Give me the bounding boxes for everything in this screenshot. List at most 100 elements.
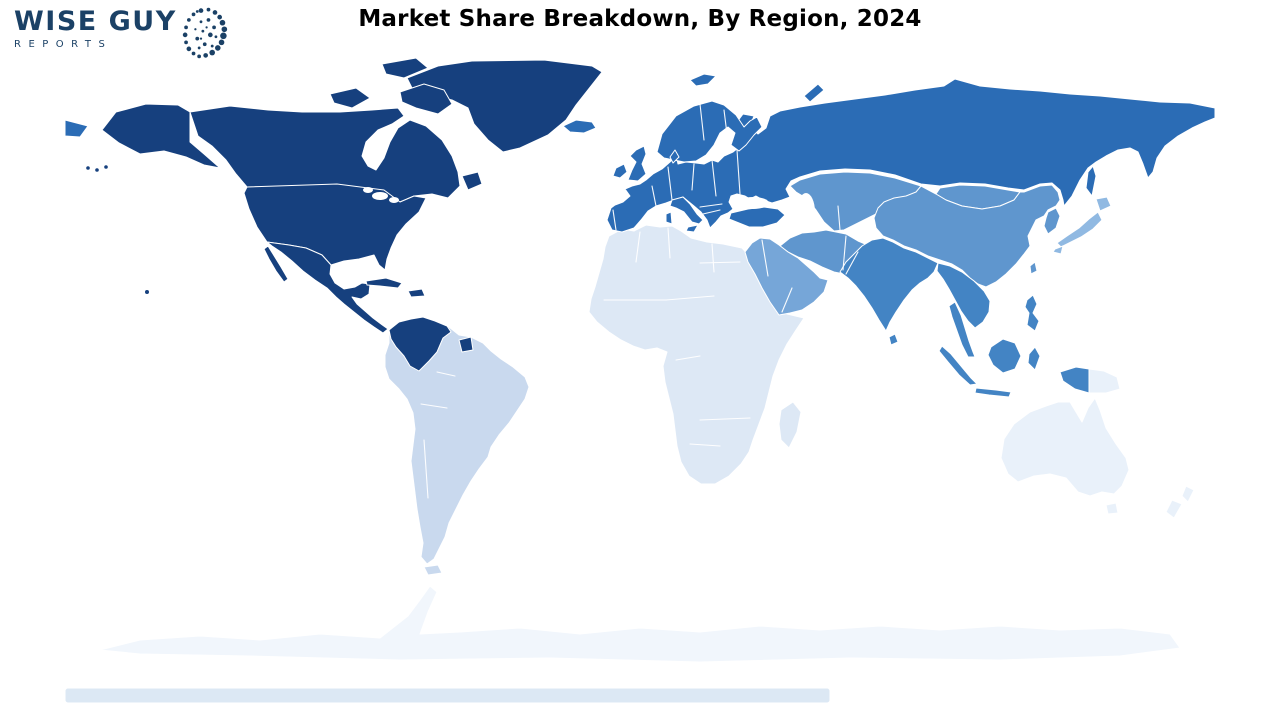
state-hawaii[interactable] xyxy=(145,290,149,294)
country-border-line xyxy=(675,355,701,361)
country-borders xyxy=(420,103,859,499)
country-mexico-central-america[interactable] xyxy=(266,241,389,334)
country-border-line xyxy=(651,185,657,207)
island-baffin[interactable] xyxy=(399,83,453,115)
country-border-line xyxy=(635,231,641,263)
country-china[interactable] xyxy=(873,184,1061,288)
country-madagascar[interactable] xyxy=(778,401,802,449)
country-border-line xyxy=(711,159,717,197)
caspian-sea xyxy=(797,193,815,231)
island-sakhalin[interactable] xyxy=(1085,165,1097,197)
great-lake xyxy=(389,197,399,203)
country-iceland[interactable] xyxy=(562,119,597,134)
country-turkey[interactable] xyxy=(728,206,786,228)
country-border-line xyxy=(665,295,715,301)
country-south-korea[interactable] xyxy=(1043,207,1061,235)
country-colombia-venezuela[interactable] xyxy=(388,316,452,372)
country-new-zealand-north[interactable] xyxy=(1181,485,1195,503)
island-java[interactable] xyxy=(974,387,1012,398)
head-dots xyxy=(182,7,227,59)
state-alaska[interactable] xyxy=(101,103,221,169)
country-border-line xyxy=(612,209,617,231)
region-east-asia[interactable] xyxy=(779,171,1061,288)
island-sicily[interactable] xyxy=(685,224,699,233)
country-border-line xyxy=(667,227,671,259)
region-scandinavia[interactable] xyxy=(656,100,763,163)
country-tasmania[interactable] xyxy=(1105,502,1119,515)
country-border-line xyxy=(702,209,721,215)
country-border-line xyxy=(699,103,705,141)
country-antarctica[interactable] xyxy=(99,585,1181,663)
region-middle-east[interactable] xyxy=(744,237,829,316)
island-kyushu[interactable] xyxy=(1052,245,1064,255)
aleutian-island[interactable] xyxy=(95,168,99,172)
region-europe-russia[interactable] xyxy=(64,73,1216,233)
region-arabian-peninsula[interactable] xyxy=(744,237,829,316)
island-novaya-zemlya[interactable] xyxy=(803,83,825,103)
island-new-guinea-west[interactable] xyxy=(1059,366,1090,394)
country-philippines[interactable] xyxy=(1024,294,1040,332)
island-honshu[interactable] xyxy=(1056,211,1103,248)
island-sulawesi[interactable] xyxy=(1027,346,1041,371)
island-newfoundland[interactable] xyxy=(461,171,483,191)
great-lake xyxy=(363,187,373,193)
aleutian-island[interactable] xyxy=(104,165,108,169)
region-japan[interactable] xyxy=(1052,196,1112,255)
region-south-america[interactable] xyxy=(384,316,530,576)
country-border-line xyxy=(699,261,741,264)
continent-africa[interactable] xyxy=(588,224,805,485)
island-borneo[interactable] xyxy=(987,338,1022,374)
country-tierra-del-fuego[interactable] xyxy=(423,564,443,576)
continent-europe-russia[interactable] xyxy=(606,78,1216,233)
country-border-line xyxy=(736,149,741,195)
country-border-line xyxy=(781,287,793,313)
island-victoria[interactable] xyxy=(329,87,371,109)
country-italy[interactable] xyxy=(669,196,704,225)
country-border-line xyxy=(842,235,847,271)
aleutian-island[interactable] xyxy=(86,166,90,170)
island-ellesmere[interactable] xyxy=(381,57,429,79)
island-svalbard[interactable] xyxy=(689,73,717,87)
region-oceania[interactable] xyxy=(1000,368,1195,519)
region-chukotka-west-edge[interactable] xyxy=(64,119,89,138)
black-sea xyxy=(737,197,769,209)
region-africa[interactable] xyxy=(588,224,805,485)
country-border-line xyxy=(689,443,721,447)
region-north-america[interactable] xyxy=(86,57,603,372)
region-malay-peninsula[interactable] xyxy=(948,301,976,358)
country-border-line xyxy=(711,243,715,273)
peninsula-baja[interactable] xyxy=(263,245,289,283)
country-border-line xyxy=(699,417,751,421)
wise-guy-reports-logo: WISE GUY REPORTS xyxy=(14,6,229,61)
country-india-pakistan[interactable] xyxy=(839,237,939,332)
country-united-kingdom[interactable] xyxy=(627,145,647,182)
country-cuba[interactable] xyxy=(365,277,403,289)
continent-south-america[interactable] xyxy=(384,316,530,565)
country-australia[interactable] xyxy=(1000,397,1130,497)
island-hokkaido[interactable] xyxy=(1095,196,1112,212)
region-south-asia[interactable] xyxy=(839,237,1090,398)
logo-line-wise-guy: WISE GUY xyxy=(14,6,177,37)
island-sardinia[interactable] xyxy=(665,211,673,225)
ice-shelf-strip xyxy=(64,687,831,704)
country-sri-lanka[interactable] xyxy=(888,333,899,346)
country-border-line xyxy=(723,109,729,143)
region-antarctica[interactable] xyxy=(99,585,1181,663)
territory-french-guiana[interactable] xyxy=(458,336,474,353)
country-new-zealand-south[interactable] xyxy=(1165,499,1183,519)
country-border-line xyxy=(761,239,769,277)
country-ireland[interactable] xyxy=(612,163,628,179)
inland-seas xyxy=(363,187,815,231)
region-indochina[interactable] xyxy=(936,262,991,329)
island-hispaniola[interactable] xyxy=(407,288,426,298)
country-papua-new-guinea[interactable] xyxy=(1088,368,1121,394)
island-taiwan[interactable] xyxy=(1029,261,1038,275)
country-denmark[interactable] xyxy=(669,149,680,164)
country-border-line xyxy=(420,403,448,409)
island-sumatra[interactable] xyxy=(938,345,978,386)
logo-wordmark: WISE GUY REPORTS xyxy=(14,6,177,50)
country-border-line xyxy=(423,439,429,499)
country-border-line xyxy=(436,371,456,377)
chart-title: Market Share Breakdown, By Region, 2024 xyxy=(358,6,922,32)
